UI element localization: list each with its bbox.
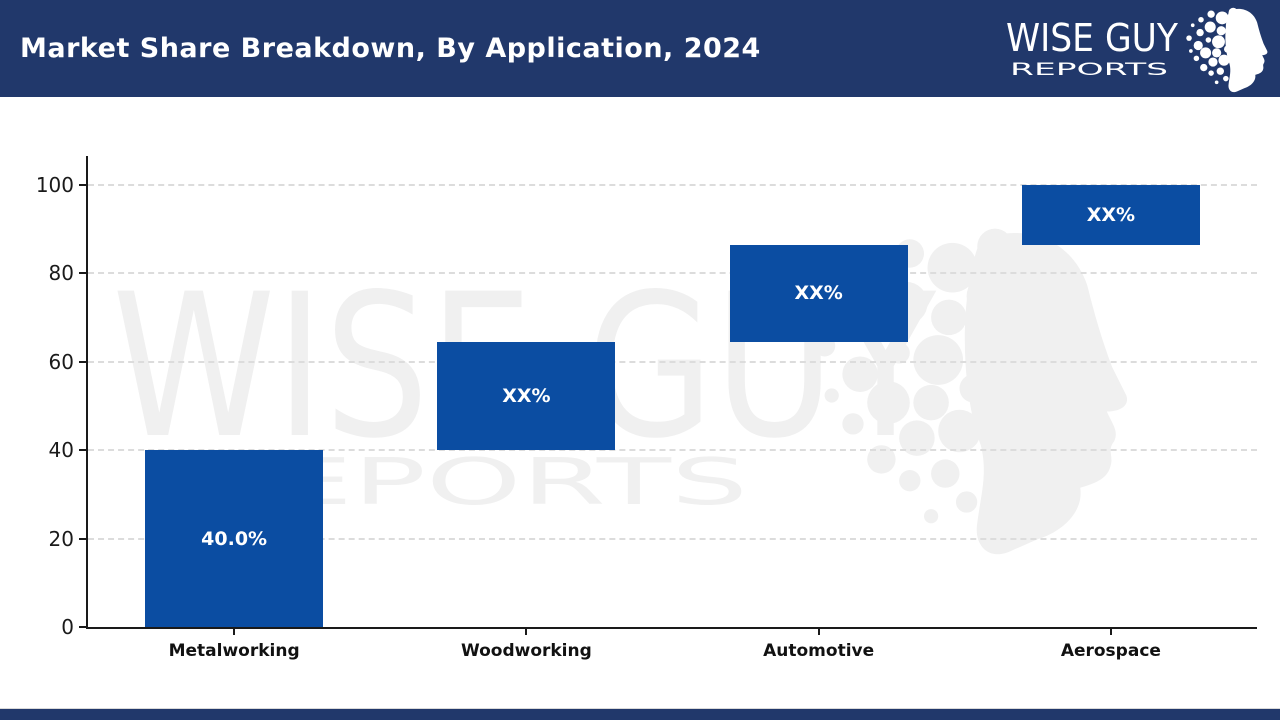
x-tick-label: Metalworking (168, 641, 300, 661)
x-tick-mark (1109, 627, 1112, 635)
x-tick-mark (817, 627, 820, 635)
y-tick-label: 20 (48, 526, 74, 551)
y-tick-mark (79, 360, 88, 363)
logo-head-icon (1186, 7, 1268, 92)
bar: XX% (1021, 185, 1200, 245)
y-axis (86, 156, 88, 629)
y-tick-label: 0 (61, 615, 74, 639)
wise-guy-logo: WISE GUY REPORTS (1006, 7, 1268, 92)
y-tick-label: 100 (35, 173, 74, 197)
y-tick-label: 80 (48, 261, 74, 286)
logo-tagline: REPORTS (1010, 60, 1168, 80)
bar: XX% (437, 341, 616, 451)
bar: XX% (729, 244, 908, 342)
bar-label: XX% (1086, 203, 1136, 226)
y-tick-label: 40 (48, 438, 74, 463)
plot-area: 0 20 40 60 80 100 40.0% Metalworking XX% Woodwork… (0, 97, 1280, 708)
y-tick-mark (79, 626, 88, 628)
gridline (88, 272, 1257, 275)
x-axis (86, 627, 1257, 629)
gridline (88, 537, 1257, 540)
x-tick-label: Aerospace (1060, 641, 1161, 661)
x-tick-label: Automotive (763, 641, 875, 661)
bar: 40.0% (145, 450, 324, 627)
y-tick-mark (79, 184, 88, 186)
header-bar: Market Share Breakdown, By Application, … (0, 0, 1280, 97)
x-tick-mark (525, 627, 528, 635)
y-tick-label: 60 (48, 349, 74, 374)
x-tick-label: Woodworking (460, 641, 592, 661)
logo-wordmark: WISE GUY (1006, 16, 1179, 60)
footer-bar (0, 708, 1280, 720)
gridline (88, 184, 1257, 186)
gridline (88, 360, 1257, 363)
x-tick-mark (233, 627, 236, 635)
bar-label: 40.0% (201, 527, 268, 550)
gridline (88, 449, 1257, 452)
y-tick-mark (79, 449, 88, 452)
bar-label: XX% (502, 385, 551, 408)
page-title: Market Share Breakdown, By Application, … (20, 33, 761, 64)
bar-label: XX% (794, 282, 843, 305)
y-tick-mark (79, 272, 88, 275)
y-tick-mark (79, 537, 88, 540)
